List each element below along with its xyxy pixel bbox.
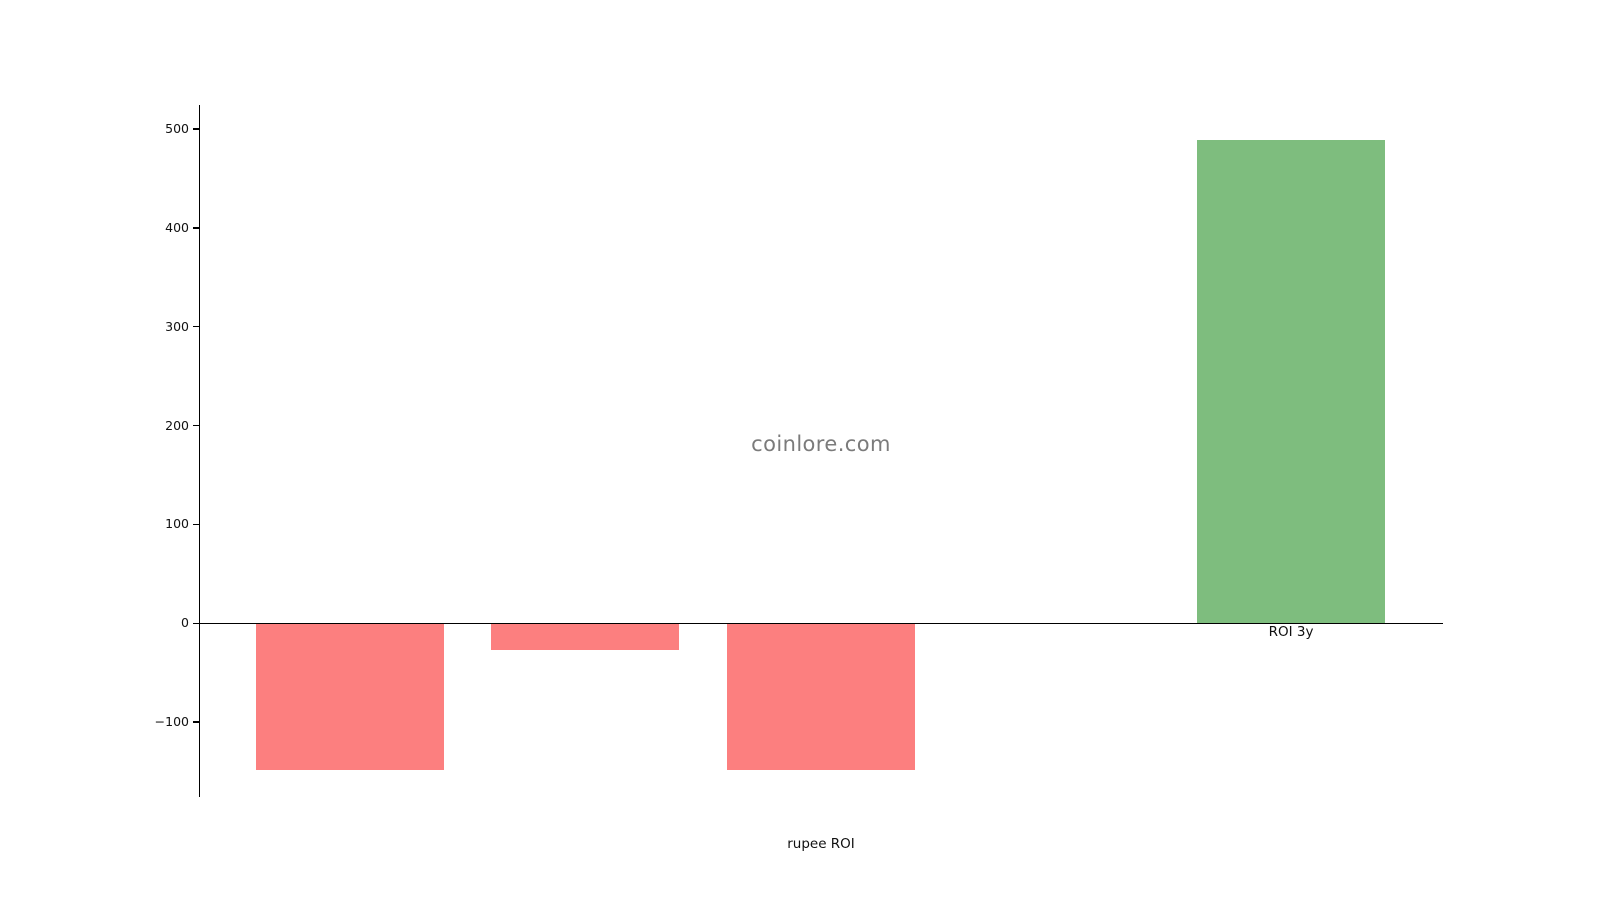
y-tick-mark xyxy=(193,128,199,130)
y-tick-label: 400 xyxy=(165,219,189,235)
y-tick-label: 500 xyxy=(165,120,189,136)
x-axis-spine xyxy=(199,622,1443,624)
y-tick-label: 200 xyxy=(165,417,189,433)
x-axis-label: rupee ROI xyxy=(787,836,855,852)
y-tick-label: −100 xyxy=(154,713,189,729)
y-tick-mark xyxy=(193,721,199,723)
y-tick-label: 0 xyxy=(181,615,189,631)
x-tick-label: ROI 3y xyxy=(1268,624,1314,640)
y-tick-mark xyxy=(193,227,199,229)
y-tick-mark xyxy=(193,424,199,427)
bar xyxy=(491,623,680,650)
bar xyxy=(726,623,915,770)
bar xyxy=(1197,139,1385,624)
y-tick-mark xyxy=(193,523,199,526)
bar xyxy=(256,623,444,770)
y-tick-mark xyxy=(193,326,199,328)
y-tick-label: 300 xyxy=(165,318,189,334)
y-tick-label: 100 xyxy=(165,516,189,532)
y-tick-mark xyxy=(193,622,199,624)
y-axis-spine xyxy=(198,105,201,797)
watermark-text: coinlore.com xyxy=(751,432,891,456)
